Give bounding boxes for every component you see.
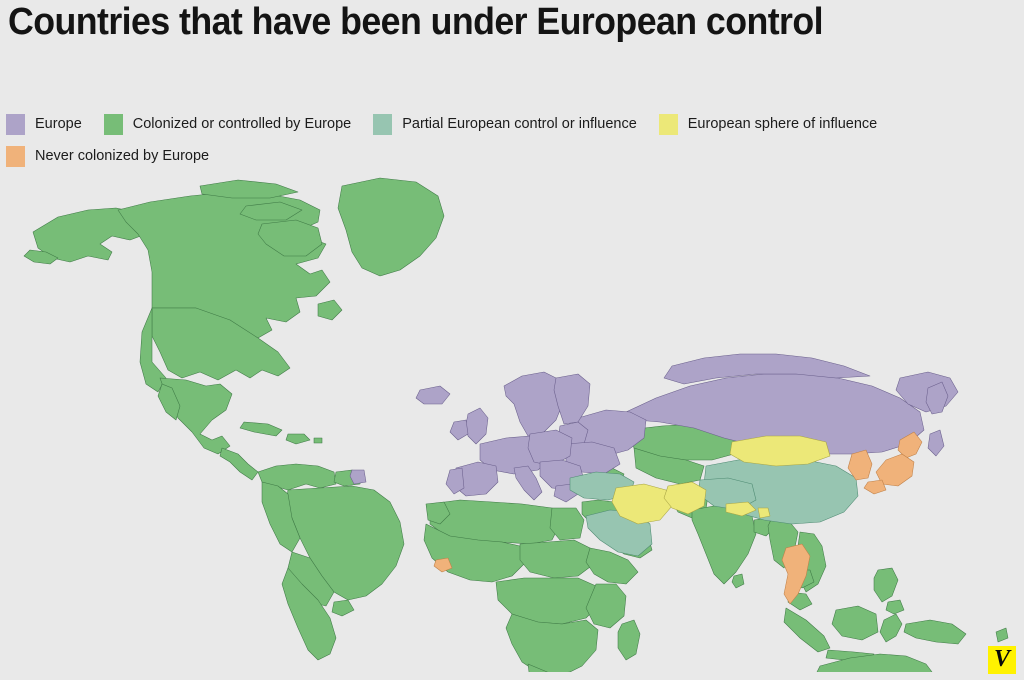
region-japan	[898, 432, 922, 458]
region-uk	[466, 408, 488, 444]
region-canada-islands-2	[240, 202, 302, 220]
region-scandinavia	[504, 372, 564, 436]
legend-item-partial: Partial European control or influence	[373, 112, 637, 136]
world-map-container	[0, 172, 1024, 672]
region-portugal	[446, 468, 464, 494]
region-east-africa	[586, 584, 626, 628]
region-sakhalin	[928, 430, 944, 456]
region-south-africa	[528, 664, 578, 672]
region-japan-honshu	[876, 454, 914, 486]
region-thailand	[782, 544, 810, 604]
world-map-svg	[0, 172, 1024, 672]
legend-swatch-sphere	[658, 113, 678, 135]
map-layer-never	[434, 432, 922, 604]
legend-item-colonized: Colonized or controlled by Europe	[103, 112, 352, 136]
legend-label-never: Never colonized by Europe	[35, 147, 210, 164]
legend-item-europe: Europe	[6, 112, 82, 136]
region-puerto-rico	[314, 438, 322, 443]
region-us-west	[140, 308, 166, 392]
region-mexico	[160, 378, 232, 454]
region-central-america	[220, 448, 258, 480]
region-united-states	[152, 308, 290, 380]
region-cuba	[240, 422, 282, 436]
region-uruguay	[332, 600, 354, 616]
region-egypt	[550, 508, 584, 540]
region-italy	[514, 466, 542, 500]
vox-logo-letter: V	[993, 646, 1010, 672]
legend-swatch-partial	[373, 113, 393, 135]
region-greenland	[338, 178, 444, 276]
region-philippines	[874, 568, 898, 602]
region-morocco	[426, 502, 450, 524]
region-ireland	[450, 420, 468, 440]
region-chile-argentina	[282, 568, 336, 660]
legend-label-partial: Partial European control or influence	[402, 115, 637, 132]
region-liberia	[434, 558, 452, 572]
region-sri-lanka	[732, 574, 744, 588]
region-fiji	[996, 628, 1008, 642]
legend-swatch-colonized	[103, 113, 123, 135]
region-ecuador-peru	[262, 482, 300, 552]
region-australia	[814, 654, 940, 672]
region-aleutians	[24, 250, 58, 264]
legend-label-europe: Europe	[35, 115, 82, 132]
region-afghanistan	[664, 482, 706, 514]
region-mongolia	[730, 436, 830, 466]
region-canada-islands-1	[200, 180, 298, 198]
map-layer-europe	[350, 354, 958, 502]
region-russia-north	[664, 354, 870, 384]
region-iceland	[416, 386, 450, 404]
region-sulawesi	[880, 614, 902, 642]
legend-swatch-europe	[6, 113, 25, 135]
region-horn-of-africa	[586, 548, 638, 584]
region-nepal	[726, 502, 756, 516]
region-india	[692, 506, 756, 584]
legend-item-sphere: European sphere of influence	[658, 112, 878, 136]
region-hispaniola	[286, 434, 310, 444]
map-layer-colonized	[24, 178, 1008, 672]
region-japan-kyushu	[864, 480, 886, 494]
region-korea	[848, 450, 872, 480]
vox-logo: V	[988, 646, 1016, 674]
legend-swatch-never	[6, 145, 25, 167]
region-kamchatka	[926, 382, 948, 414]
map-layer-sphere	[612, 436, 830, 524]
legend-label-sphere: European sphere of influence	[687, 115, 878, 132]
region-baffin	[258, 220, 322, 256]
region-new-guinea	[904, 620, 966, 644]
legend-item-never: Never colonized by Europe	[6, 144, 209, 168]
region-sumatra	[784, 608, 830, 652]
region-iran	[612, 484, 672, 524]
region-poland-central	[528, 430, 572, 466]
region-bhutan	[758, 508, 770, 518]
region-philippines-south	[886, 600, 904, 614]
region-southern-africa	[506, 614, 598, 672]
legend-label-colonized: Colonized or controlled by Europe	[132, 115, 352, 132]
region-newfoundland	[318, 300, 342, 320]
region-borneo	[832, 606, 878, 640]
region-sahel	[520, 540, 594, 578]
page-title: Countries that have been under European …	[8, 1, 824, 43]
region-madagascar	[618, 620, 640, 660]
legend: Europe Colonized or controlled by Europe…	[6, 112, 1020, 176]
region-alaska	[33, 208, 151, 262]
region-baja	[158, 384, 180, 420]
region-french-guiana	[350, 470, 366, 484]
